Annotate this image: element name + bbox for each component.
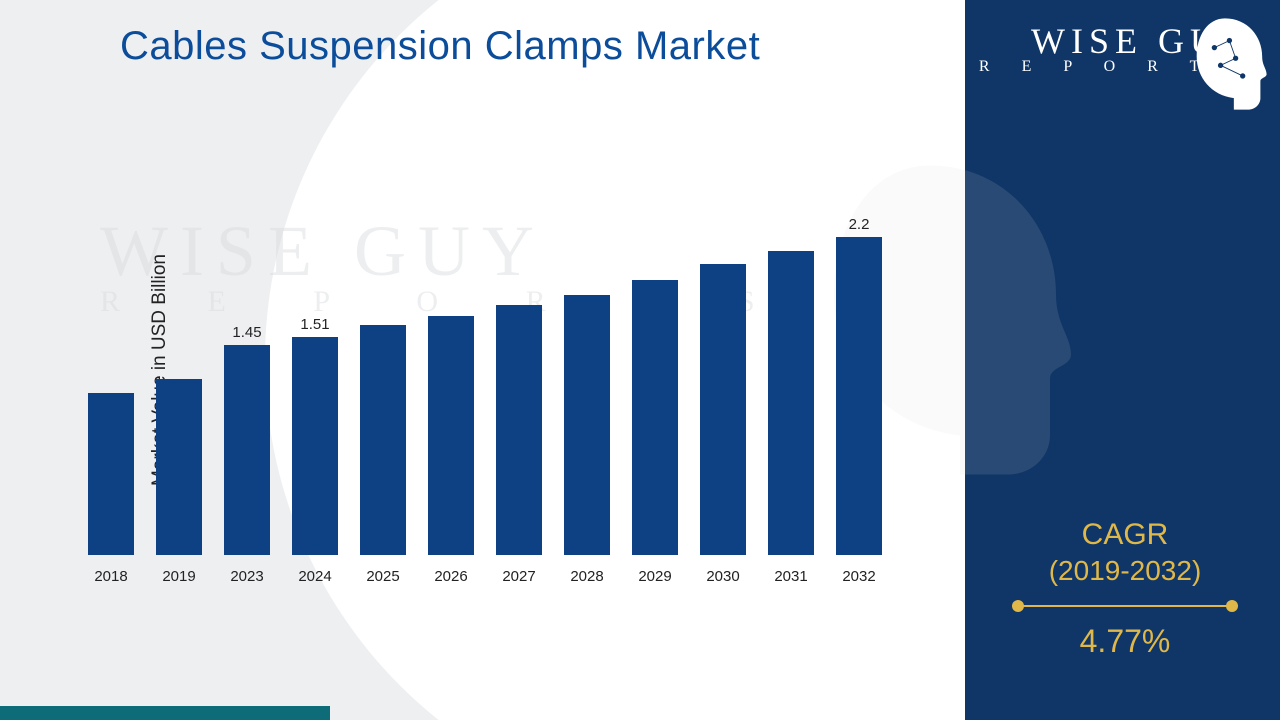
cagr-value: 4.77% bbox=[1000, 623, 1250, 660]
x-tick-label: 2024 bbox=[285, 568, 345, 585]
accent-bar bbox=[0, 706, 330, 720]
x-tick-label: 2018 bbox=[81, 568, 141, 585]
x-tick-label: 2029 bbox=[625, 568, 685, 585]
bar bbox=[564, 295, 610, 555]
bar-value-label: 2.2 bbox=[829, 216, 889, 233]
bar bbox=[496, 305, 542, 555]
cagr-block: CAGR (2019-2032) 4.77% bbox=[1000, 516, 1250, 661]
market-infographic: WISE GUY R E P O R T S Cables Suspension… bbox=[0, 0, 1280, 720]
cagr-label: CAGR bbox=[1000, 516, 1250, 554]
bar bbox=[700, 264, 746, 555]
bar bbox=[836, 237, 882, 555]
x-tick-label: 2028 bbox=[557, 568, 617, 585]
bar-chart: Market Value in USD Billion 1.451.512.2 … bbox=[58, 150, 908, 590]
bar-value-label: 1.51 bbox=[285, 316, 345, 333]
cagr-divider bbox=[1018, 605, 1232, 607]
x-tick-label: 2023 bbox=[217, 568, 277, 585]
x-tick-label: 2026 bbox=[421, 568, 481, 585]
x-tick-label: 2019 bbox=[149, 568, 209, 585]
bar bbox=[428, 316, 474, 555]
brand-head-icon bbox=[1180, 14, 1270, 114]
x-tick-label: 2027 bbox=[489, 568, 549, 585]
bar-value-label: 1.45 bbox=[217, 324, 277, 341]
bar bbox=[360, 325, 406, 555]
x-tick-label: 2025 bbox=[353, 568, 413, 585]
brand-logo: WISE GUY R E P O R T S bbox=[979, 20, 1254, 76]
bar bbox=[292, 337, 338, 555]
bar bbox=[768, 251, 814, 555]
plot-area: 1.45 1.51 2.2 bbox=[88, 150, 908, 555]
bar bbox=[156, 379, 202, 555]
chart-title: Cables Suspension Clamps Market bbox=[120, 24, 760, 69]
bar bbox=[632, 280, 678, 555]
cagr-period: (2019-2032) bbox=[1000, 555, 1250, 587]
x-tick-label: 2031 bbox=[761, 568, 821, 585]
x-axis: 2018201920232024202520262027202820292030… bbox=[88, 560, 908, 590]
bar bbox=[224, 345, 270, 555]
bar bbox=[88, 393, 134, 555]
x-tick-label: 2032 bbox=[829, 568, 889, 585]
x-tick-label: 2030 bbox=[693, 568, 753, 585]
